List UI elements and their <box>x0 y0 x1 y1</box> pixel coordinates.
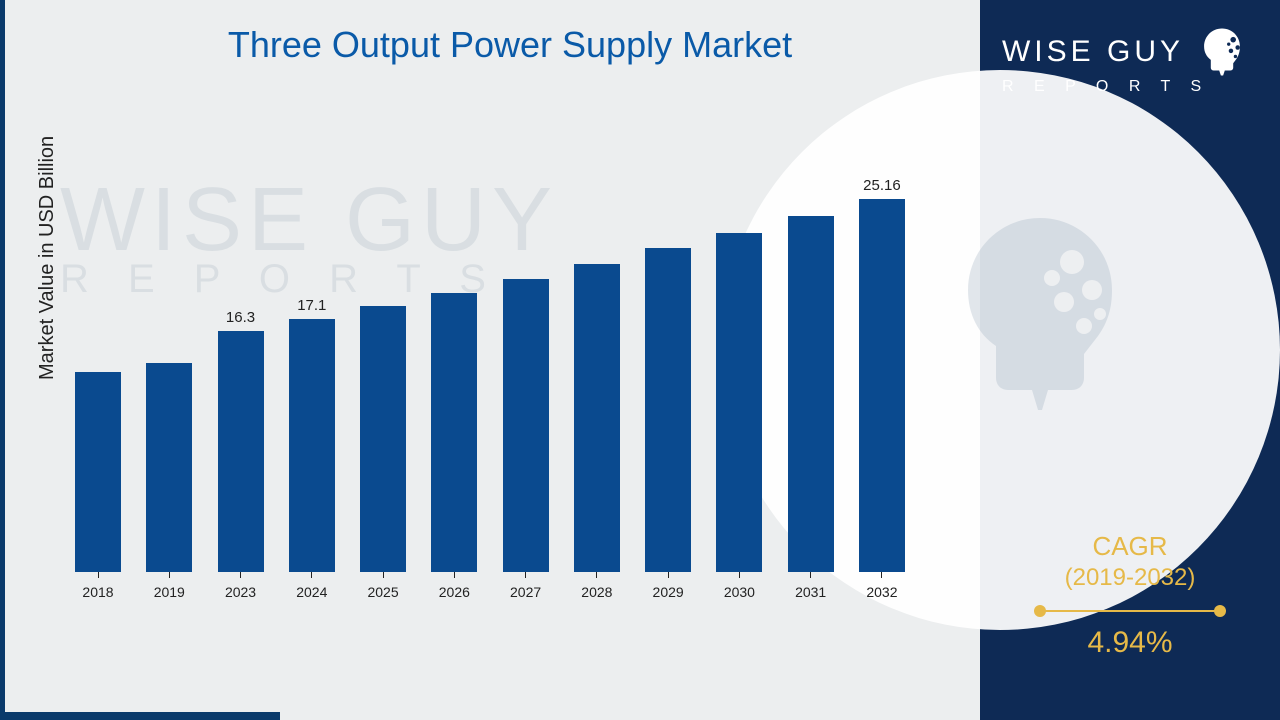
bar-group <box>360 306 406 572</box>
bar <box>503 279 549 572</box>
cagr-divider <box>1040 610 1220 612</box>
x-tick <box>859 572 905 578</box>
bar-group: 25.16 <box>859 199 905 572</box>
x-axis-label: 2024 <box>289 584 335 600</box>
bar-group: 17.1 <box>289 319 335 572</box>
bar <box>574 264 620 572</box>
x-ticks <box>75 572 905 578</box>
x-labels: 2018 2019 2023 2024 2025 2026 2027 2028 2029 2030… <box>75 584 905 600</box>
bar-group <box>716 233 762 572</box>
bar <box>788 216 834 572</box>
cagr-title: CAGR <box>1020 531 1240 562</box>
x-tick <box>146 572 192 578</box>
logo: WISE GUY R E P O R T S <box>1002 24 1250 96</box>
x-axis-label: 2027 <box>503 584 549 600</box>
bar <box>146 363 192 572</box>
chart-area: 16.317.125.16 20182019202320242025202620… <box>75 160 905 600</box>
bar-group <box>146 363 192 572</box>
x-axis-label: 2018 <box>75 584 121 600</box>
x-tick <box>645 572 691 578</box>
bar <box>716 233 762 572</box>
logo-line2: R E P O R T S <box>1002 78 1250 96</box>
x-tick <box>218 572 264 578</box>
bar-value-label: 17.1 <box>297 297 326 314</box>
x-tick <box>716 572 762 578</box>
logo-line1: WISE GUY <box>1002 35 1184 69</box>
bar-group <box>75 372 121 572</box>
bar-value-label: 16.3 <box>226 309 255 326</box>
x-tick <box>75 572 121 578</box>
chart-title: Three Output Power Supply Market <box>60 24 960 66</box>
x-axis-label: 2029 <box>645 584 691 600</box>
bar <box>859 199 905 572</box>
bar <box>645 248 691 572</box>
bar <box>360 306 406 572</box>
bar-group <box>788 216 834 572</box>
y-axis-label: Market Value in USD Billion <box>36 136 59 380</box>
x-axis-label: 2030 <box>716 584 762 600</box>
cagr-block: CAGR (2019-2032) 4.94% <box>1020 531 1240 660</box>
x-axis-label: 2028 <box>574 584 620 600</box>
x-tick <box>503 572 549 578</box>
bar <box>75 372 121 572</box>
x-axis-label: 2032 <box>859 584 905 600</box>
x-tick <box>360 572 406 578</box>
bar <box>218 331 264 572</box>
bar-value-label: 25.16 <box>863 177 901 194</box>
cagr-range: (2019-2032) <box>1020 564 1240 592</box>
left-border <box>0 0 5 720</box>
cagr-value: 4.94% <box>1020 626 1240 660</box>
x-axis-label: 2026 <box>431 584 477 600</box>
bar <box>289 319 335 572</box>
bar-group <box>431 293 477 572</box>
x-axis-label: 2025 <box>360 584 406 600</box>
x-tick <box>431 572 477 578</box>
bar-group <box>645 248 691 572</box>
bars-container: 16.3 17.1 25.16 <box>75 172 905 572</box>
x-tick <box>788 572 834 578</box>
logo-head-icon <box>1194 24 1250 80</box>
bottom-border <box>0 712 280 720</box>
x-axis-label: 2023 <box>218 584 264 600</box>
bar <box>431 293 477 572</box>
bar-group <box>574 264 620 572</box>
x-axis-label: 2031 <box>788 584 834 600</box>
bar-group: 16.3 <box>218 331 264 572</box>
x-axis-label: 2019 <box>146 584 192 600</box>
x-tick <box>574 572 620 578</box>
chart-container: Three Output Power Supply Market WISE GU… <box>0 0 1280 720</box>
bar-group <box>503 279 549 572</box>
x-tick <box>289 572 335 578</box>
